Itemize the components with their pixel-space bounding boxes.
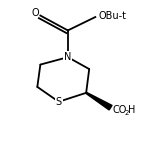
Text: H: H (128, 105, 135, 115)
Text: 2: 2 (124, 110, 129, 116)
Text: N: N (64, 52, 71, 62)
Polygon shape (86, 92, 112, 110)
Text: CO: CO (113, 105, 127, 115)
Text: S: S (56, 97, 62, 107)
Text: O: O (32, 8, 40, 18)
Text: OBu-t: OBu-t (98, 11, 126, 21)
